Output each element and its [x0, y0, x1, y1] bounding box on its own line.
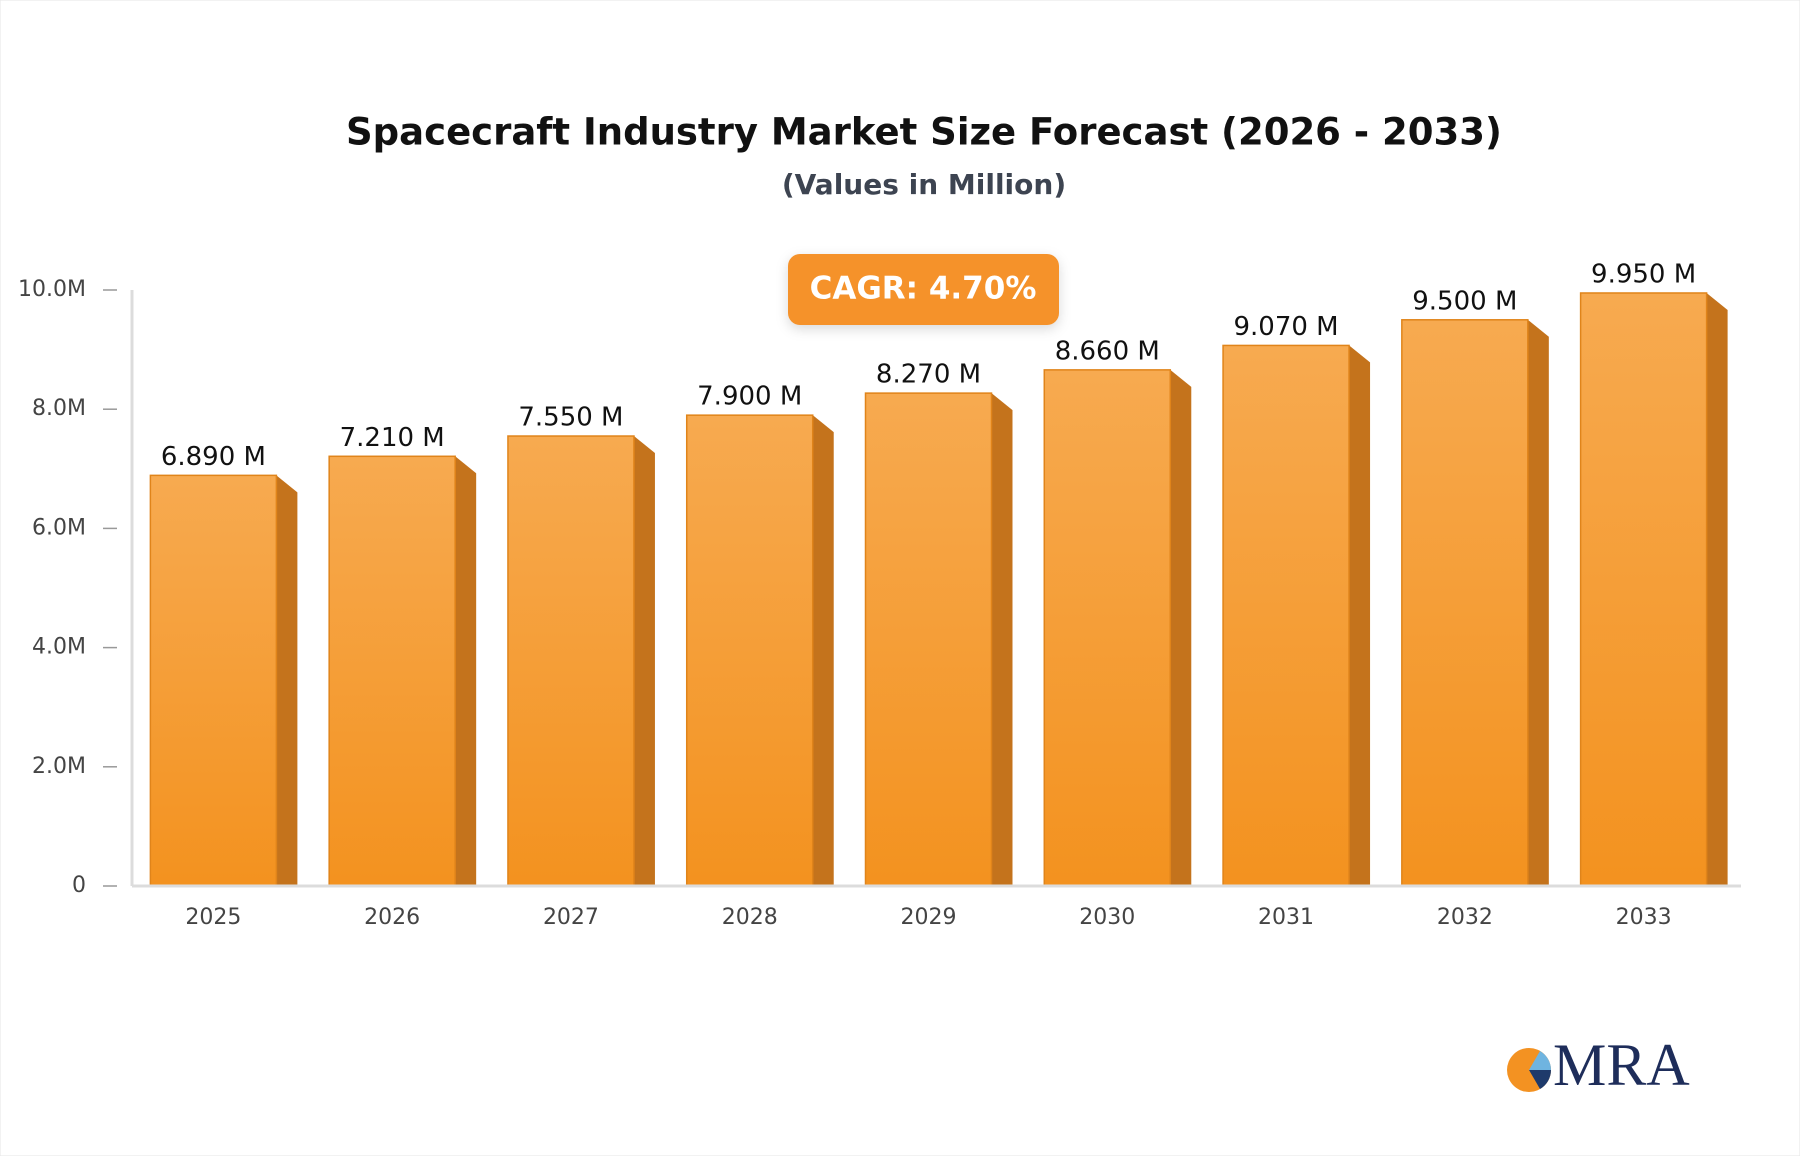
x-tick-label: 2031: [1258, 905, 1314, 930]
bar: [1401, 319, 1529, 887]
y-tick-label: 2.0M: [32, 754, 86, 779]
x-tick-label: 2030: [1079, 905, 1135, 930]
bar-side: [1706, 292, 1728, 887]
x-tick-label: 2029: [901, 905, 957, 930]
plot-area: 0 2.0M 4.0M 6.0M 8.0M 10.0M 6.890 M 2025 7.210 M…: [18, 259, 1741, 930]
logo: MRA: [1507, 1032, 1690, 1098]
cagr-badge: CAGR: 4.70%: [788, 254, 1059, 325]
bar: [1222, 344, 1350, 887]
logo-slice: [1529, 1051, 1551, 1070]
y-tick-label: 0: [72, 873, 86, 898]
bar-side: [812, 415, 834, 886]
y-tick-label: 4.0M: [32, 635, 86, 660]
bar: [864, 392, 993, 887]
value-label: 9.070 M: [1233, 312, 1338, 342]
value-label: 7.550 M: [518, 403, 623, 433]
value-label: 9.500 M: [1412, 286, 1517, 316]
x-tick-label: 2027: [543, 905, 599, 930]
cagr-label: CAGR: 4.70%: [810, 271, 1037, 307]
value-label: 7.210 M: [340, 423, 445, 453]
cagr-box: [788, 254, 1059, 325]
y-tick-label: 6.0M: [32, 515, 86, 540]
y-tick-label: 8.0M: [32, 396, 86, 421]
bar: [685, 414, 814, 887]
y-tick-label: 10.0M: [18, 277, 86, 302]
bar-side: [1170, 369, 1192, 886]
x-tick-label: 2028: [722, 905, 778, 930]
bar: [507, 435, 635, 887]
bar: [328, 455, 456, 887]
bar: [149, 474, 278, 887]
logo-slice: [1529, 1070, 1551, 1089]
value-label: 9.950 M: [1591, 259, 1696, 289]
x-tick-label: 2025: [185, 905, 241, 930]
value-label: 7.900 M: [697, 382, 802, 412]
chart-title: Spacecraft Industry Market Size Forecast…: [346, 111, 1502, 154]
value-label: 8.270 M: [876, 360, 981, 390]
x-tick-label: 2026: [364, 905, 420, 930]
x-tick-label: 2033: [1616, 905, 1672, 930]
bar-side: [633, 436, 655, 886]
logo-text: MRA: [1553, 1032, 1690, 1098]
chart-subtitle: (Values in Million): [782, 168, 1066, 201]
bar: [1579, 292, 1708, 887]
bar-side: [1527, 319, 1549, 886]
bar-side: [455, 456, 477, 886]
bar-side: [276, 475, 298, 886]
value-label: 8.660 M: [1055, 336, 1160, 366]
value-label: 6.890 M: [161, 442, 266, 472]
bar-side: [1349, 345, 1371, 887]
bar-side: [991, 393, 1013, 886]
x-tick-label: 2032: [1437, 905, 1493, 930]
bar: [1043, 369, 1172, 887]
